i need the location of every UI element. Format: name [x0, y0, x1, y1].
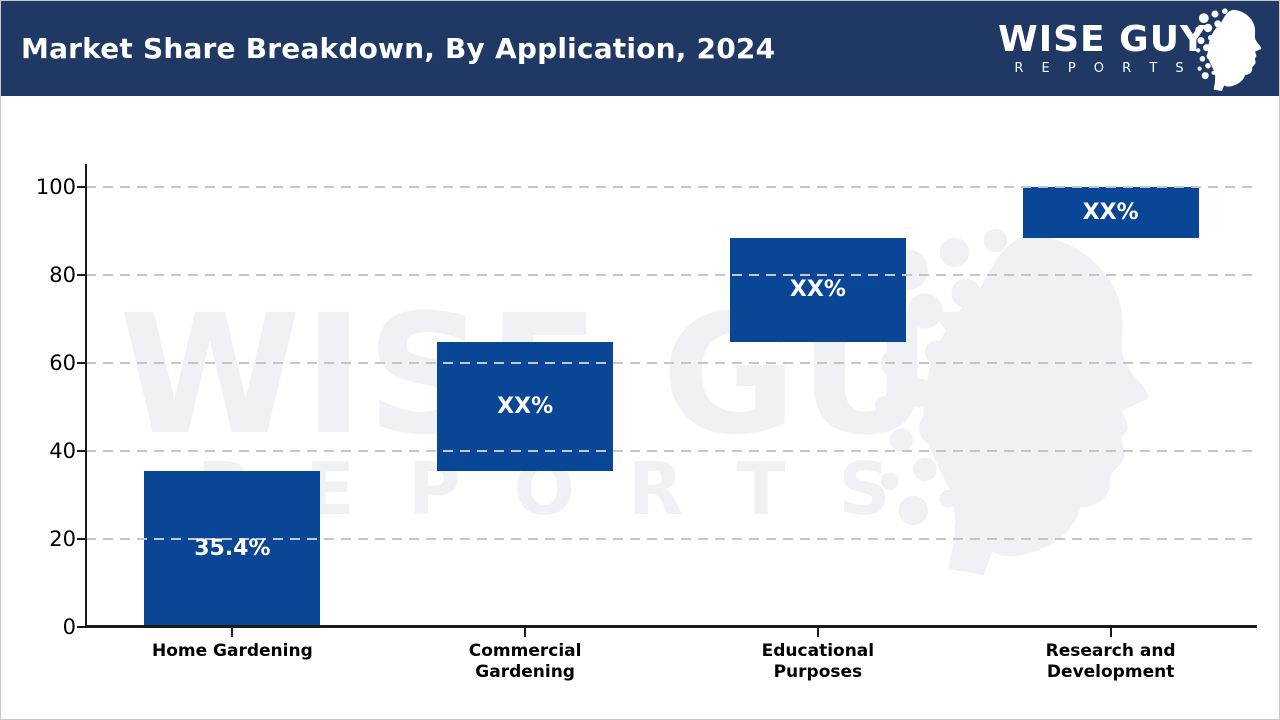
y-tick-20	[77, 538, 86, 540]
x-tick-3	[816, 628, 819, 637]
y-tick-label-100: 100	[35, 175, 76, 199]
y-tick-0	[77, 626, 86, 628]
bar-3	[729, 238, 906, 342]
brand-logo: WISE GUY R E P O R T S	[998, 1, 1265, 96]
y-tick-label-60: 60	[49, 351, 76, 375]
category-label-2: Commercial Gardening	[468, 641, 582, 682]
bar-value-label-3: XX%	[789, 276, 846, 302]
gridline-80	[86, 274, 1257, 276]
bar-value-label-1: 35.4%	[194, 536, 271, 562]
gridline-20	[86, 538, 1257, 540]
y-tick-label-20: 20	[49, 527, 76, 551]
bar-1	[144, 471, 321, 627]
brand-wordmark-line2: R E P O R T S	[1014, 61, 1191, 76]
x-tick-1	[231, 628, 234, 637]
x-axis-line	[85, 625, 1257, 628]
gridline-60	[86, 362, 1257, 364]
y-tick-100	[77, 186, 86, 188]
watermark-head-icon	[872, 228, 1149, 575]
x-tick-4	[1109, 628, 1112, 637]
y-tick-40	[77, 450, 86, 452]
bar-4	[1022, 187, 1199, 239]
y-tick-80	[77, 274, 86, 276]
gridline-40	[86, 450, 1257, 452]
y-tick-60	[77, 362, 86, 364]
bar-value-label-4: XX%	[1082, 199, 1139, 225]
brand-wordmark-line1: WISE GUY	[997, 19, 1207, 60]
y-axis-line	[85, 164, 87, 628]
y-tick-label-80: 80	[49, 263, 76, 287]
category-label-1: Home Gardening	[151, 641, 313, 661]
header-bar: Market Share Breakdown, By Application, …	[1, 1, 1279, 96]
x-tick-2	[524, 628, 527, 637]
category-label-4: Research and Development	[1045, 641, 1176, 682]
gridline-100	[86, 186, 1257, 188]
page-title: Market Share Breakdown, By Application, …	[21, 32, 776, 65]
bar-value-label-2: XX%	[497, 393, 554, 419]
y-tick-label-0: 0	[62, 615, 76, 639]
y-tick-label-40: 40	[49, 439, 76, 463]
category-label-3: Educational Purposes	[761, 641, 875, 682]
brand-wordmark: WISE GUY R E P O R T S	[997, 19, 1207, 76]
